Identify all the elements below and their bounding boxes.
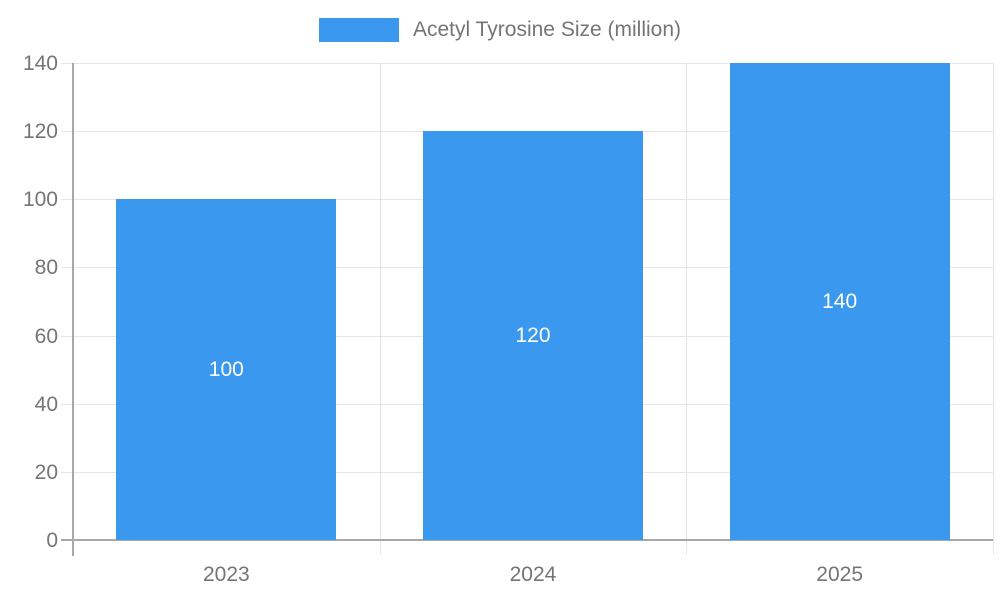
y-gridline [73,63,993,64]
x-axis-line [61,539,993,541]
y-tick-label: 80 [34,256,58,280]
y-axis-tick [61,335,73,337]
x-tick-label: 2024 [509,563,557,586]
x-gridline [379,63,381,540]
legend-label[interactable]: Acetyl Tyrosine Size (million) [412,18,682,41]
bar-value-label: 100 [208,357,244,381]
y-tick-label: 0 [46,529,58,552]
bar[interactable] [729,63,950,540]
x-gridline [686,63,688,540]
y-axis-line [72,63,74,556]
y-tick-label: 60 [34,324,58,348]
y-axis-tick [61,403,73,405]
y-tick-label: 40 [34,392,58,416]
x-tick-label: 2025 [816,563,864,586]
y-tick-label: 100 [22,188,58,212]
bar-value-label: 140 [822,289,858,313]
x-axis-tick [686,540,688,555]
y-tick-label: 140 [22,52,58,75]
x-gridline [993,63,994,540]
y-axis-tick [61,131,73,133]
x-axis-tick [379,540,381,555]
x-axis-tick [993,540,994,555]
bar[interactable] [116,199,337,540]
y-axis-tick [61,199,73,201]
legend-swatch[interactable] [318,18,399,42]
y-axis-tick [61,267,73,269]
bar-value-label: 120 [515,323,551,347]
y-axis-tick [61,471,73,473]
y-tick-label: 120 [22,120,58,144]
y-tick-label: 20 [34,460,58,484]
x-tick-label: 2023 [202,563,250,586]
y-axis-tick [61,63,73,64]
bar[interactable] [423,131,643,540]
legend[interactable]: Acetyl Tyrosine Size (million) [0,18,1000,42]
